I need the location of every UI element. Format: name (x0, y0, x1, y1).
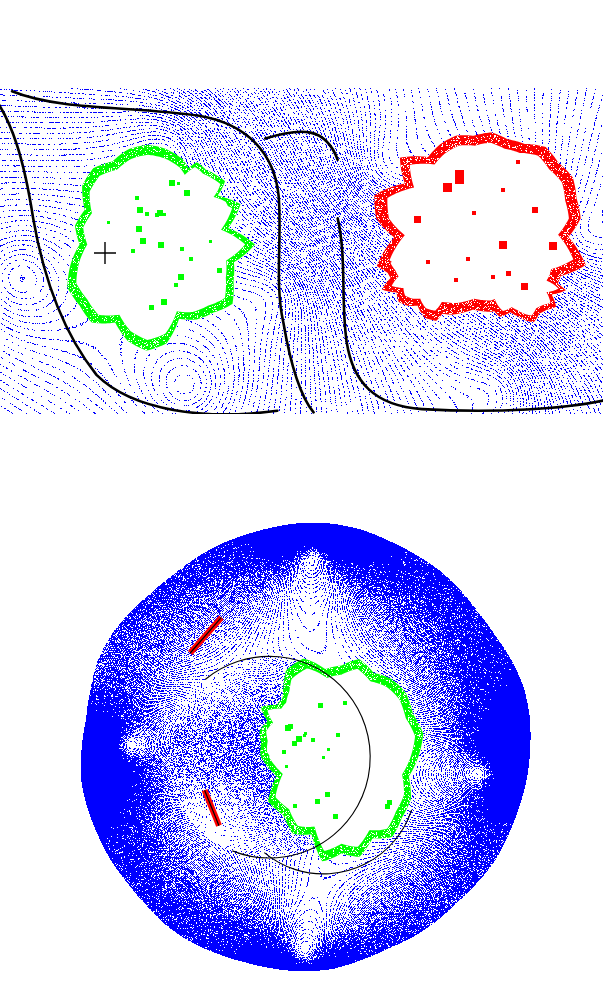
polar-projection-panel (63, 493, 543, 1001)
map-contour-canvas (0, 88, 603, 414)
rectangular-projection-panel (0, 88, 603, 414)
globe-contour-canvas (63, 493, 543, 1001)
